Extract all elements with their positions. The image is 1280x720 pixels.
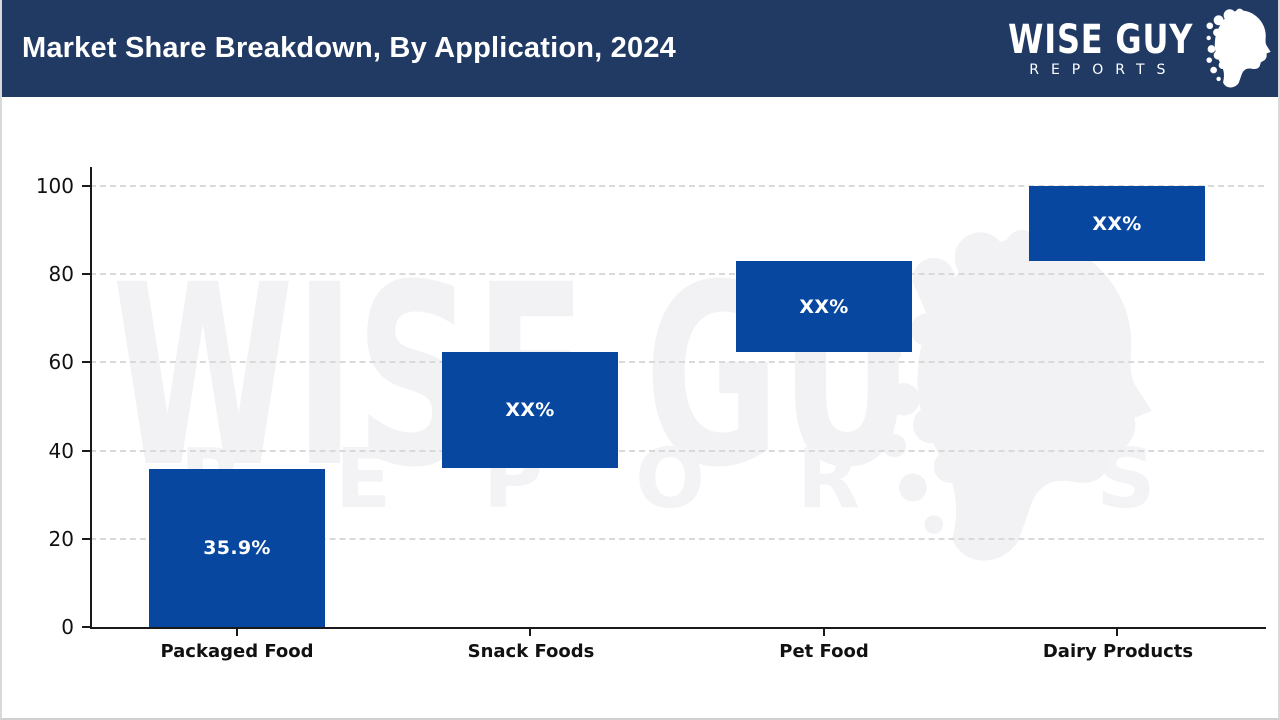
y-tick-label-40: 40 bbox=[48, 439, 74, 463]
y-tick-mark-40 bbox=[82, 450, 90, 452]
bar-value-label: XX% bbox=[799, 295, 849, 318]
gridline-60 bbox=[90, 361, 1264, 363]
y-tick-label-100: 100 bbox=[35, 174, 74, 198]
y-tick-label-20: 20 bbox=[48, 527, 74, 551]
logo-subtext: REPORTS bbox=[1029, 62, 1178, 78]
bar-value-label: XX% bbox=[505, 399, 555, 421]
logo-text: WISE GUY REPORTS bbox=[985, 20, 1216, 77]
bar-snack-foods: XX% bbox=[442, 352, 618, 468]
gridline-40 bbox=[90, 450, 1264, 452]
bar-value-label: 35.9% bbox=[203, 537, 271, 559]
x-tick-mark-1 bbox=[236, 629, 238, 636]
y-tick-label-60: 60 bbox=[48, 350, 74, 374]
x-tick-mark-2 bbox=[529, 629, 531, 636]
y-tick-mark-20 bbox=[82, 538, 90, 540]
logo-wordmark: WISE GUY bbox=[1007, 17, 1193, 63]
x-category-label: Packaged Food bbox=[160, 641, 314, 662]
report-header: Market Share Breakdown, By Application, … bbox=[2, 0, 1278, 97]
chart-title: Market Share Breakdown, By Application, … bbox=[22, 32, 676, 64]
y-tick-mark-80 bbox=[82, 273, 90, 275]
x-category-label: Snack Foods bbox=[467, 641, 595, 662]
x-tick-mark-3 bbox=[823, 629, 825, 636]
x-category-label: Dairy Products bbox=[1042, 641, 1194, 662]
y-tick-mark-100 bbox=[82, 185, 90, 187]
wiseguy-logo: WISE GUY REPORTS bbox=[985, 0, 1274, 97]
gridline-100 bbox=[90, 185, 1264, 187]
bar-packaged-food: 35.9% bbox=[149, 469, 325, 627]
y-axis bbox=[90, 167, 92, 629]
bar-pet-food: XX% bbox=[736, 261, 912, 352]
x-tick-mark-4 bbox=[1116, 629, 1118, 636]
y-tick-label-0: 0 bbox=[61, 615, 74, 639]
y-tick-mark-0 bbox=[82, 626, 90, 628]
chart-area: WISE GUY REPORTS 0 20 40 60 80 100 35.9% XX% XX… bbox=[2, 97, 1278, 718]
x-axis bbox=[90, 627, 1266, 629]
y-tick-mark-60 bbox=[82, 361, 90, 363]
y-tick-label-80: 80 bbox=[48, 262, 74, 286]
bar-dairy-products: XX% bbox=[1029, 186, 1205, 261]
gridline-80 bbox=[90, 273, 1264, 275]
bar-value-label: XX% bbox=[1092, 212, 1142, 235]
gridline-20 bbox=[90, 538, 1264, 540]
x-category-label: Pet Food bbox=[779, 641, 869, 662]
